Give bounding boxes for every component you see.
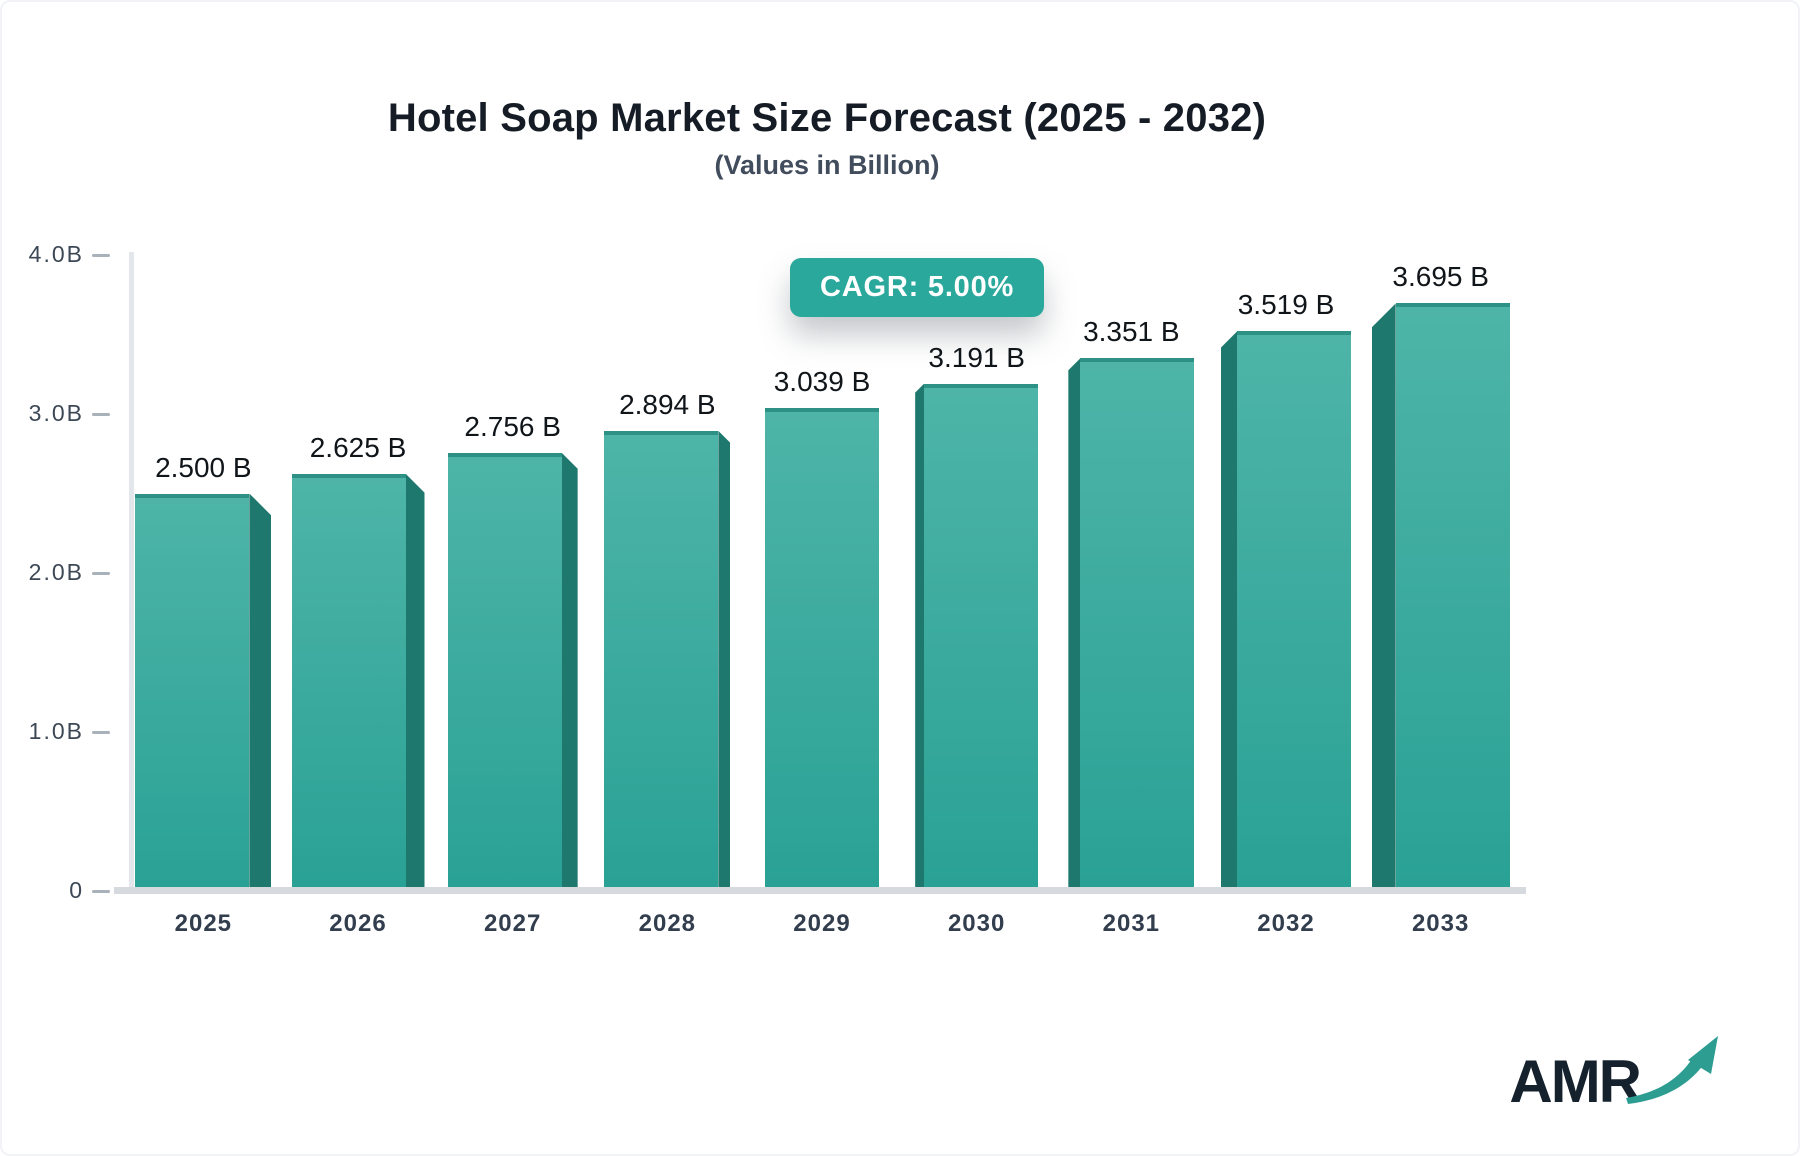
bar-2033 [1395,303,1510,887]
bar-value-label-2027: 2.756 B [464,410,561,442]
x-axis-label-2028: 2028 [638,910,697,937]
amr-logo: AMR [1509,1034,1720,1112]
x-axis-label-2033: 2033 [1411,910,1470,937]
y-tick-mark [92,572,110,575]
bar-value-label-2029: 3.039 B [773,365,871,397]
chart-title: Hotel Soap Market Size Forecast (2025 - … [387,96,1267,140]
bar-side-3d-2030 [915,383,925,887]
bar-side-3d-2033 [1371,303,1396,887]
bar-2026 [291,473,406,887]
x-axis-label-2026: 2026 [329,910,387,937]
bar-2025 [135,493,250,887]
bar-value-label-2032: 3.519 B [1237,289,1335,321]
x-axis-label-2025: 2025 [174,910,233,937]
bar-2029 [765,407,879,887]
bar-side-3d-2027 [561,452,578,887]
y-tick-mark [92,413,110,416]
cagr-badge: CAGR: 5.00% [790,258,1045,317]
bar-value-label-2031: 3.351 B [1083,316,1180,348]
y-tick-label-1.0B: 1.0B [28,718,84,744]
bar-value-label-2030: 3.191 B [928,341,1025,373]
growth-arrow-icon [1626,1036,1718,1104]
y-tick-label-4.0B: 4.0B [28,241,84,267]
bar-value-label-2025: 2.500 B [155,451,252,483]
y-tick-mark [92,890,110,893]
y-tick-label-2.0B: 2.0B [28,559,84,585]
bar-side-3d-2032 [1221,331,1237,887]
bar-2032 [1237,331,1351,887]
bar-side-3d-2031 [1068,358,1081,887]
y-tick-mark [92,731,110,734]
x-axis-label-2032: 2032 [1257,910,1315,937]
bar-side-3d-2028 [718,430,731,887]
bar-value-label-2026: 2.625 B [309,431,407,463]
bar-2030 [924,383,1039,887]
y-tick-label-0: 0 [69,877,84,903]
bar-side-3d-2025 [249,493,272,887]
x-axis-baseline [114,887,1526,894]
x-axis-label-2029: 2029 [793,910,851,937]
x-axis-label-2031: 2031 [1102,910,1161,937]
bar-2031 [1080,358,1195,887]
y-axis-line [129,252,134,894]
bar-2027 [447,452,562,887]
bar-value-label-2028: 2.894 B [619,388,716,420]
x-axis-label-2027: 2027 [483,910,542,937]
y-tick-mark [92,254,110,257]
amr-logo-text: AMR [1509,1048,1642,1115]
bar-2028 [604,430,719,887]
bar-side-3d-2026 [405,473,425,887]
y-tick-label-3.0B: 3.0B [28,400,84,426]
x-axis-label-2030: 2030 [947,910,1006,937]
chart-subtitle: (Values in Billion) [714,150,940,180]
bar-value-label-2033: 3.695 B [1392,261,1489,293]
